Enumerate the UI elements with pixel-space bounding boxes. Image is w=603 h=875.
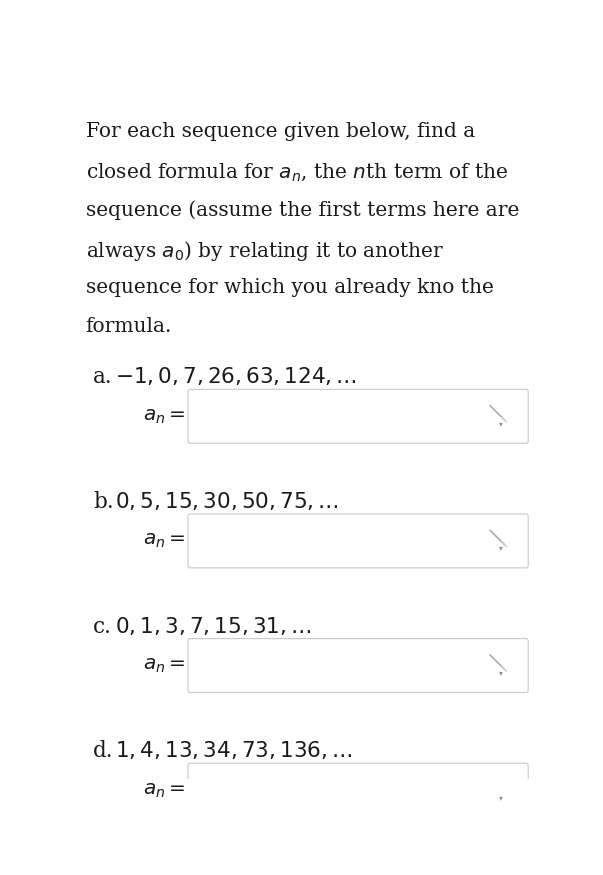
FancyBboxPatch shape	[188, 639, 528, 692]
Text: $a_n =$: $a_n =$	[143, 531, 185, 550]
Text: $-1, 0, 7, 26, 63, 124, \ldots$: $-1, 0, 7, 26, 63, 124, \ldots$	[115, 367, 357, 388]
Text: sequence (assume the first terms here are: sequence (assume the first terms here ar…	[86, 200, 519, 220]
Polygon shape	[502, 542, 507, 547]
Polygon shape	[502, 666, 507, 671]
Text: b.: b.	[93, 491, 114, 513]
Text: ▾: ▾	[499, 793, 503, 802]
Polygon shape	[490, 405, 505, 420]
Text: always $a_0$) by relating it to another: always $a_0$) by relating it to another	[86, 239, 444, 263]
Text: $a_n =$: $a_n =$	[143, 656, 185, 675]
FancyBboxPatch shape	[188, 763, 528, 817]
Text: For each sequence given below, find a: For each sequence given below, find a	[86, 122, 475, 141]
Polygon shape	[490, 780, 505, 794]
Text: $0, 1, 3, 7, 15, 31, \ldots$: $0, 1, 3, 7, 15, 31, \ldots$	[115, 616, 312, 638]
Text: closed formula for $a_n$, the $n$th term of the: closed formula for $a_n$, the $n$th term…	[86, 161, 508, 183]
Polygon shape	[502, 791, 507, 796]
Text: formula.: formula.	[86, 318, 172, 336]
Text: ▾: ▾	[499, 543, 503, 552]
Text: $0, 5, 15, 30, 50, 75, \ldots$: $0, 5, 15, 30, 50, 75, \ldots$	[115, 491, 339, 513]
Polygon shape	[490, 654, 505, 669]
Text: sequence for which you already kno the: sequence for which you already kno the	[86, 278, 493, 298]
Text: $a_n =$: $a_n =$	[143, 407, 185, 426]
Text: a.: a.	[93, 367, 113, 388]
Text: $1, 4, 13, 34, 73, 136, \ldots$: $1, 4, 13, 34, 73, 136, \ldots$	[115, 740, 353, 762]
Polygon shape	[502, 417, 507, 422]
Text: ▾: ▾	[499, 419, 503, 428]
Text: c.: c.	[93, 616, 112, 638]
Text: $a_n =$: $a_n =$	[143, 780, 185, 800]
Text: d.: d.	[93, 740, 113, 762]
FancyBboxPatch shape	[188, 389, 528, 444]
Text: ▾: ▾	[499, 668, 503, 677]
FancyBboxPatch shape	[188, 514, 528, 568]
Polygon shape	[490, 530, 505, 545]
